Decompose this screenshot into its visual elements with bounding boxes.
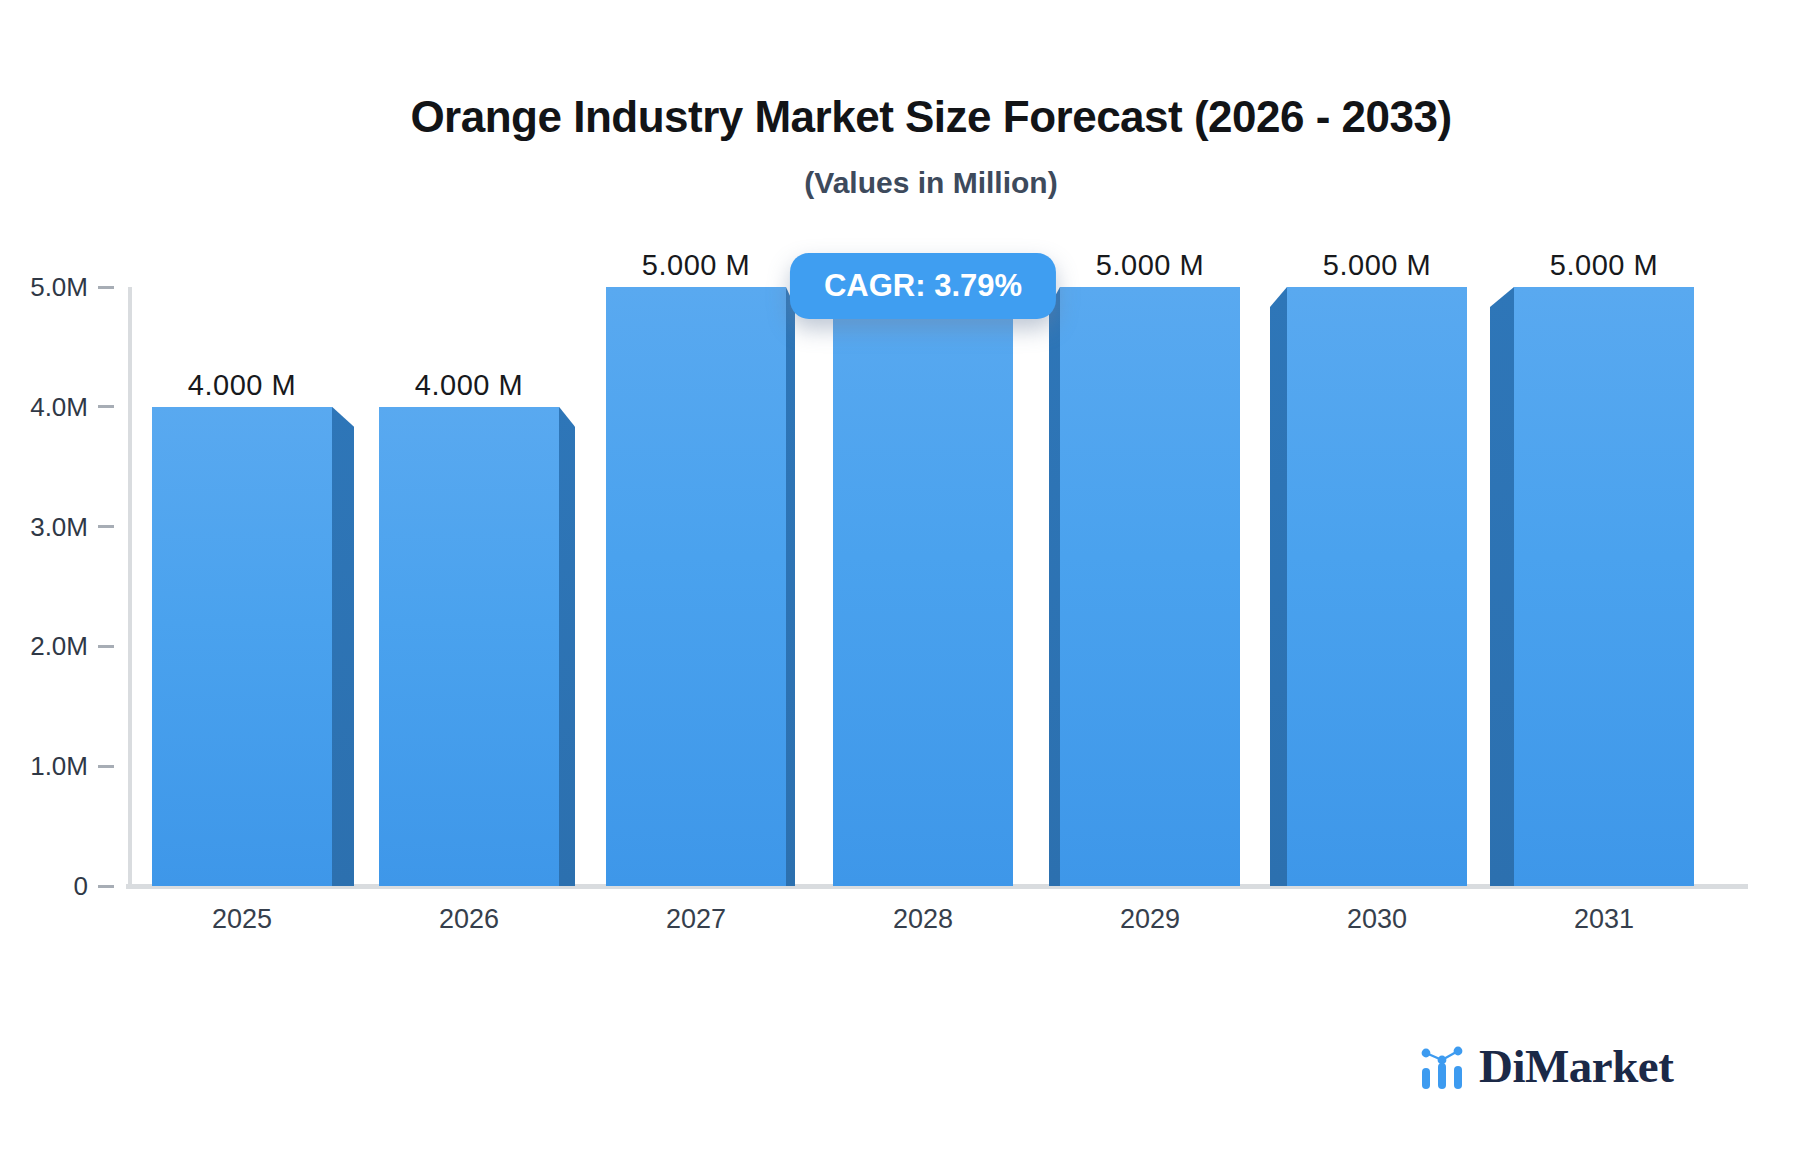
bar-2029: [1060, 287, 1240, 886]
bar-value-label: 4.000 M: [415, 368, 523, 401]
y-tick-label: 2.0M: [8, 631, 88, 662]
brand-logo: DiMarket: [1421, 1042, 1673, 1090]
bar-2025-side: [332, 407, 354, 886]
bar-2031-side: [1490, 287, 1514, 886]
brand-bars-icon: [1421, 1042, 1467, 1090]
x-tick-label: 2030: [1347, 904, 1407, 935]
y-axis-line: [128, 287, 132, 887]
chart-title: Orange Industry Market Size Forecast (20…: [410, 92, 1451, 142]
y-tick-label: 0: [8, 871, 88, 902]
y-tick-dash: [98, 286, 114, 289]
cagr-badge: CAGR: 3.79%: [790, 253, 1056, 319]
y-tick-label: 1.0M: [8, 751, 88, 782]
y-tick-label: 5.0M: [8, 272, 88, 303]
bar-2030: [1287, 287, 1467, 886]
bar-2031: [1514, 287, 1694, 886]
y-tick-label: 4.0M: [8, 391, 88, 422]
bar-2029-side: [1049, 287, 1060, 886]
bar-value-label: 5.000 M: [1550, 249, 1658, 282]
y-tick-dash: [98, 765, 114, 768]
bar-2028: [833, 287, 1013, 886]
bar-2026-side: [559, 407, 575, 886]
bar-value-label: 5.000 M: [1096, 249, 1204, 282]
x-tick-label: 2025: [212, 904, 272, 935]
x-tick-label: 2031: [1574, 904, 1634, 935]
y-tick-label: 3.0M: [8, 511, 88, 542]
y-tick-dash: [98, 885, 114, 888]
bar-2030-side: [1270, 287, 1287, 886]
x-tick-label: 2028: [893, 904, 953, 935]
bar-2025: [152, 407, 332, 886]
chart-subtitle: (Values in Million): [804, 166, 1057, 200]
y-tick-dash: [98, 645, 114, 648]
chart-canvas: Orange Industry Market Size Forecast (20…: [0, 0, 1800, 1156]
bar-value-label: 5.000 M: [642, 249, 750, 282]
y-tick-dash: [98, 525, 114, 528]
y-tick-dash: [98, 405, 114, 408]
brand-name: DiMarket: [1479, 1043, 1673, 1090]
bar-2027-side: [786, 287, 795, 886]
bar-value-label: 5.000 M: [1323, 249, 1431, 282]
bar-2027: [606, 287, 786, 886]
bar-2026: [379, 407, 559, 886]
x-tick-label: 2029: [1120, 904, 1180, 935]
x-tick-label: 2027: [666, 904, 726, 935]
x-tick-label: 2026: [439, 904, 499, 935]
bar-value-label: 4.000 M: [188, 368, 296, 401]
